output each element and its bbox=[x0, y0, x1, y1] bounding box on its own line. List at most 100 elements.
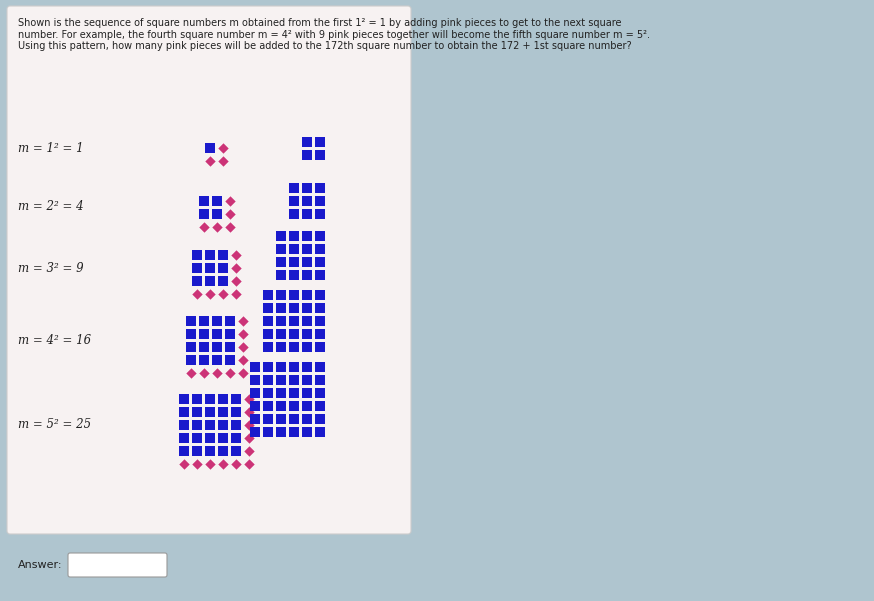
Point bbox=[248, 374, 262, 384]
Point bbox=[210, 209, 224, 218]
Point bbox=[216, 250, 230, 260]
Point bbox=[300, 401, 314, 410]
Point bbox=[287, 303, 301, 313]
Point bbox=[197, 329, 211, 338]
Point bbox=[287, 270, 301, 279]
Point bbox=[300, 413, 314, 423]
Point bbox=[223, 222, 237, 231]
Point bbox=[184, 342, 198, 352]
Point bbox=[223, 196, 237, 206]
Point bbox=[216, 433, 230, 443]
Point bbox=[300, 231, 314, 240]
Point bbox=[287, 427, 301, 436]
Point bbox=[300, 209, 314, 218]
Point bbox=[223, 316, 237, 325]
Text: m = 4² = 16: m = 4² = 16 bbox=[18, 334, 91, 347]
Point bbox=[261, 388, 275, 397]
Point bbox=[216, 407, 230, 417]
Point bbox=[197, 209, 211, 218]
Point bbox=[229, 433, 243, 443]
Point bbox=[210, 342, 224, 352]
Point bbox=[287, 183, 301, 192]
Point bbox=[300, 290, 314, 299]
Point bbox=[190, 250, 204, 260]
Point bbox=[300, 342, 314, 352]
Point bbox=[184, 316, 198, 325]
Point bbox=[235, 355, 249, 364]
Point bbox=[287, 401, 301, 410]
Point bbox=[216, 263, 230, 273]
Text: m = 2² = 4: m = 2² = 4 bbox=[18, 201, 84, 213]
Point bbox=[313, 231, 327, 240]
Point bbox=[235, 368, 249, 377]
Point bbox=[197, 316, 211, 325]
Point bbox=[313, 413, 327, 423]
Point bbox=[313, 362, 327, 371]
Point bbox=[184, 329, 198, 338]
Point bbox=[287, 362, 301, 371]
Point bbox=[287, 196, 301, 206]
Point bbox=[261, 303, 275, 313]
Point bbox=[190, 446, 204, 456]
Point bbox=[190, 394, 204, 404]
Point bbox=[210, 329, 224, 338]
Point bbox=[313, 427, 327, 436]
Point bbox=[229, 446, 243, 456]
Point bbox=[313, 196, 327, 206]
Text: Shown is the sequence of square numbers m obtained from the first 1² = 1 by addi: Shown is the sequence of square numbers … bbox=[18, 18, 650, 51]
Point bbox=[216, 276, 230, 286]
Text: m = 1² = 1: m = 1² = 1 bbox=[18, 141, 84, 154]
Point bbox=[274, 342, 288, 352]
Point bbox=[274, 413, 288, 423]
Point bbox=[203, 394, 217, 404]
Point bbox=[248, 413, 262, 423]
Point bbox=[287, 257, 301, 266]
Point bbox=[287, 374, 301, 384]
Point bbox=[287, 290, 301, 299]
Point bbox=[197, 342, 211, 352]
Point bbox=[274, 257, 288, 266]
Point bbox=[235, 316, 249, 325]
Point bbox=[274, 374, 288, 384]
Point bbox=[242, 407, 256, 417]
Point bbox=[248, 401, 262, 410]
Point bbox=[300, 270, 314, 279]
Point bbox=[216, 420, 230, 430]
Point bbox=[313, 257, 327, 266]
Point bbox=[313, 401, 327, 410]
Point bbox=[313, 342, 327, 352]
Point bbox=[300, 303, 314, 313]
Point bbox=[313, 136, 327, 146]
Point bbox=[216, 143, 230, 153]
Point bbox=[216, 394, 230, 404]
Point bbox=[203, 459, 217, 469]
Point bbox=[229, 459, 243, 469]
Point bbox=[300, 362, 314, 371]
Point bbox=[300, 374, 314, 384]
Point bbox=[248, 427, 262, 436]
Point bbox=[190, 276, 204, 286]
Point bbox=[261, 401, 275, 410]
Point bbox=[313, 374, 327, 384]
Point bbox=[177, 407, 191, 417]
Point bbox=[190, 433, 204, 443]
Point bbox=[210, 316, 224, 325]
Point bbox=[203, 143, 217, 153]
Point bbox=[203, 420, 217, 430]
Text: Answer:: Answer: bbox=[18, 560, 63, 570]
Point bbox=[300, 427, 314, 436]
Point bbox=[274, 231, 288, 240]
Point bbox=[300, 183, 314, 192]
Point bbox=[190, 263, 204, 273]
Point bbox=[223, 368, 237, 377]
Point bbox=[229, 420, 243, 430]
Point bbox=[261, 362, 275, 371]
Point bbox=[235, 329, 249, 338]
Point bbox=[313, 243, 327, 253]
Point bbox=[184, 368, 198, 377]
Point bbox=[274, 427, 288, 436]
Point bbox=[197, 368, 211, 377]
FancyBboxPatch shape bbox=[68, 553, 167, 577]
Point bbox=[274, 303, 288, 313]
Point bbox=[229, 263, 243, 273]
